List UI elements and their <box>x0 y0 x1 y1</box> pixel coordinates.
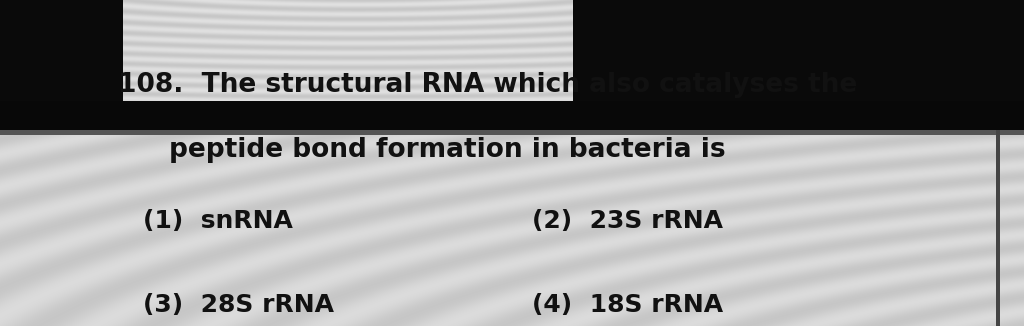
Bar <box>996 130 1000 326</box>
Text: (2)  23S rRNA: (2) 23S rRNA <box>532 209 724 233</box>
Bar <box>0 130 1024 135</box>
Text: (3)  28S rRNA: (3) 28S rRNA <box>143 293 335 318</box>
Bar <box>0 0 123 111</box>
Text: (1)  snRNA: (1) snRNA <box>143 209 293 233</box>
Text: 108.  The structural RNA which also catalyses the: 108. The structural RNA which also catal… <box>118 72 857 98</box>
Text: (4)  18S rRNA: (4) 18S rRNA <box>532 293 724 318</box>
Bar <box>573 0 1024 111</box>
Bar <box>0 101 1024 130</box>
Text: peptide bond formation in bacteria is: peptide bond formation in bacteria is <box>169 137 726 163</box>
